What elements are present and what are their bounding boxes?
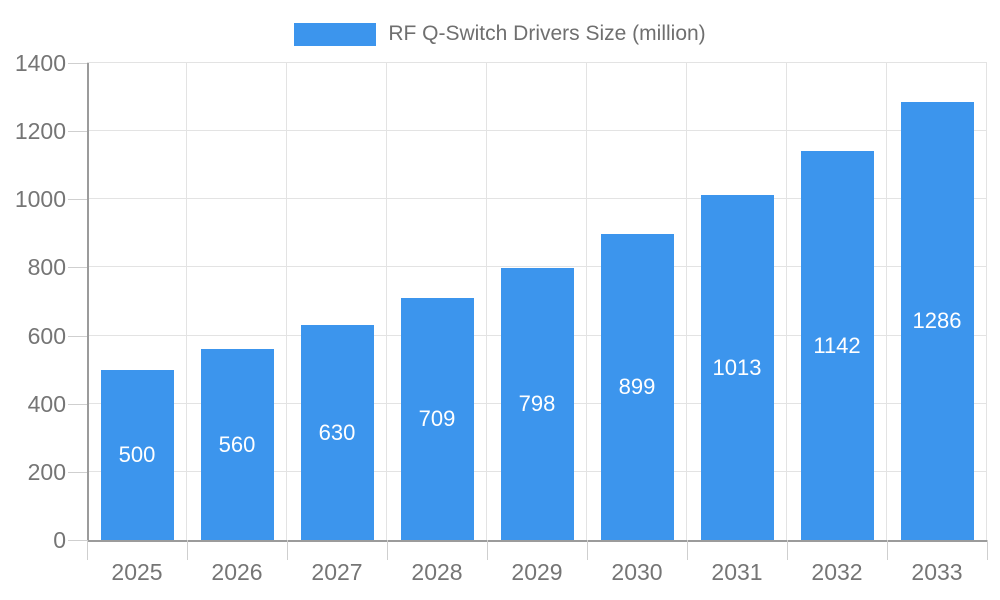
gridline-v xyxy=(786,63,787,540)
x-tick-mark xyxy=(987,540,988,560)
bar-value-label: 1013 xyxy=(712,354,762,380)
y-tick-label: 800 xyxy=(27,254,66,281)
y-tick-label: 200 xyxy=(27,458,66,485)
x-axis-line xyxy=(87,540,987,542)
x-tick-label: 2028 xyxy=(411,559,463,585)
gridline-h xyxy=(87,198,987,200)
x-tick-mark xyxy=(787,540,788,560)
x-tick-label: 2026 xyxy=(211,559,263,585)
gridline-h xyxy=(87,62,987,63)
bar: 630 xyxy=(300,325,374,540)
x-tick-label: 2025 xyxy=(111,559,163,585)
x-tick-label: 2031 xyxy=(711,559,763,585)
bar: 798 xyxy=(500,268,574,540)
x-tick-label: 2030 xyxy=(611,559,663,585)
gridline-v xyxy=(686,63,687,540)
y-tick-mark xyxy=(68,335,87,337)
x-tick-mark xyxy=(587,540,588,560)
gridline-v xyxy=(286,63,287,540)
x-tick-mark xyxy=(887,540,888,560)
x-tick-mark xyxy=(687,540,688,560)
y-tick-label: 1200 xyxy=(14,118,66,145)
bar: 1142 xyxy=(800,151,874,540)
legend-swatch xyxy=(294,22,377,46)
x-tick-label: 2033 xyxy=(911,559,963,585)
bar: 899 xyxy=(600,234,674,540)
bar-value-label: 630 xyxy=(318,419,356,445)
gridline-v xyxy=(886,63,887,540)
y-tick-mark xyxy=(68,403,87,405)
bar: 500 xyxy=(100,370,174,540)
bar-value-label: 1142 xyxy=(813,332,861,358)
bar: 709 xyxy=(400,298,474,540)
y-tick-mark xyxy=(68,131,87,133)
y-tick-label: 600 xyxy=(27,322,66,349)
gridline-v xyxy=(386,63,387,540)
x-tick-label: 2032 xyxy=(811,559,863,585)
legend: RF Q-Switch Drivers Size (million) xyxy=(0,21,1000,47)
x-tick-mark xyxy=(187,540,188,560)
bar-value-label: 1286 xyxy=(912,308,962,333)
bar-value-label: 500 xyxy=(118,442,156,467)
x-tick-mark xyxy=(87,540,88,560)
bar-value-label: 798 xyxy=(518,391,556,416)
legend-label: RF Q-Switch Drivers Size (million) xyxy=(388,22,706,45)
bar-value-label: 709 xyxy=(418,406,456,431)
y-tick-label: 0 xyxy=(53,527,66,553)
y-tick-mark xyxy=(68,471,87,473)
bar-value-label: 899 xyxy=(618,374,656,399)
bar: 1013 xyxy=(700,195,774,540)
gridline-v xyxy=(486,63,487,540)
y-tick-label: 1400 xyxy=(14,50,66,76)
gridline-h xyxy=(87,130,987,132)
x-tick-mark xyxy=(287,540,288,560)
gridline-v xyxy=(986,63,987,540)
y-tick-mark xyxy=(68,199,87,201)
bar-value-label: 560 xyxy=(218,431,256,457)
gridline-h xyxy=(87,266,987,268)
y-axis-line xyxy=(87,63,89,540)
y-tick-mark xyxy=(68,63,87,64)
y-tick-mark xyxy=(68,540,87,541)
x-tick-label: 2027 xyxy=(311,559,363,585)
x-tick-mark xyxy=(487,540,488,560)
y-tick-label: 400 xyxy=(27,390,66,417)
plot-area: 500 560 630 709 798 899 1013 1142 1286 xyxy=(87,62,987,542)
y-tick-mark xyxy=(68,267,87,269)
gridline-v xyxy=(586,63,587,540)
gridline-v xyxy=(186,63,187,540)
bar: 1286 xyxy=(900,102,974,540)
y-tick-label: 1000 xyxy=(14,186,66,213)
bar: 560 xyxy=(200,349,274,540)
x-tick-mark xyxy=(387,540,388,560)
x-tick-label: 2029 xyxy=(511,559,563,585)
